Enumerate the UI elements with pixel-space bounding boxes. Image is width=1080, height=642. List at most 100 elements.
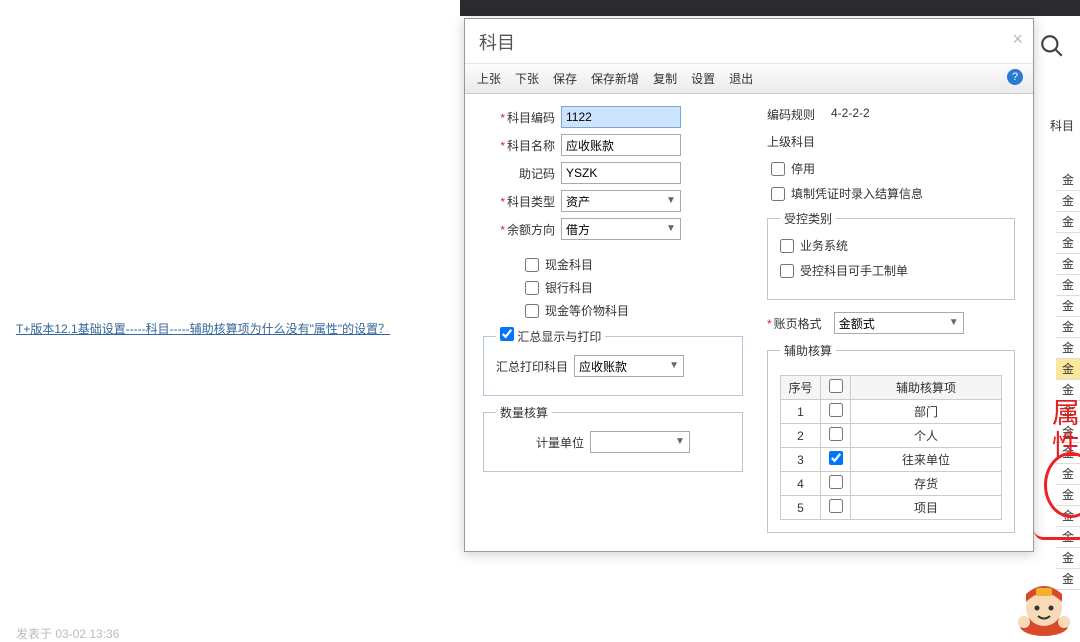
toolbar-item[interactable]: 下张 (515, 70, 539, 87)
controlled-label: 受控科目可手工制单 (800, 262, 908, 279)
side-amount-cell: 金 (1056, 296, 1080, 317)
toolbar: 上张下张保存保存新增复制设置退出? (465, 64, 1033, 94)
disabled-label: 停用 (791, 160, 815, 177)
page-format-label: *账页格式 (767, 315, 828, 332)
qty-legend: 数量核算 (496, 404, 552, 421)
rule-value: 4-2-2-2 (831, 106, 870, 123)
table-row: 5 项目 (781, 496, 1002, 520)
aux-item-label: 部门 (851, 400, 1002, 424)
balance-select[interactable]: ▼ (561, 218, 681, 240)
search-icon[interactable] (1032, 26, 1072, 66)
side-amount-cell: 金 (1056, 338, 1080, 359)
name-input[interactable] (561, 134, 681, 156)
aux-header: 辅助核算项 (851, 376, 1002, 400)
aux-row-checkbox[interactable] (829, 451, 843, 465)
right-column: 编码规则 4-2-2-2 上级科目 停用 填制凭证时录入结算信息 受控类别 业务… (767, 106, 1015, 533)
check-银行科目[interactable] (525, 281, 539, 295)
check-现金等价物科目[interactable] (525, 304, 539, 318)
side-amount-cell: 金 (1056, 212, 1080, 233)
fill-checkbox[interactable] (771, 187, 785, 201)
type-select[interactable]: ▼ (561, 190, 681, 212)
side-amount-cell: 金 (1056, 170, 1080, 191)
question-link[interactable]: T+版本12.1基础设置-----科目-----辅助核算项为什么没有"属性"的设… (16, 320, 390, 337)
aux-seq: 1 (781, 400, 821, 424)
check-现金科目[interactable] (525, 258, 539, 272)
aux-item-label: 项目 (851, 496, 1002, 520)
left-column: *科目编码 *科目名称 助记码 *科目类型 ▼ *余额方向 ▼ (483, 106, 743, 533)
side-amount-column: 金金金金金金金金金金金金金金金金金金金金 (1056, 170, 1080, 590)
check-label: 现金等价物科目 (545, 302, 629, 319)
aux-legend: 辅助核算 (780, 342, 836, 359)
aux-row-checkbox[interactable] (829, 427, 843, 441)
account-dialog: 科目 × 上张下张保存保存新增复制设置退出? *科目编码 *科目名称 助记码 *… (464, 18, 1034, 552)
summary-fieldset: 汇总显示与打印 汇总打印科目 ▼ (483, 327, 743, 396)
dialog-title: 科目 (479, 33, 515, 53)
side-amount-cell: 金 (1056, 191, 1080, 212)
toolbar-item[interactable]: 保存新增 (591, 70, 639, 87)
side-amount-cell: 金 (1056, 548, 1080, 569)
aux-fieldset: 辅助核算 序号 辅助核算项 1 部门 2 个人 3 往来单位 4 存货 5 项目 (767, 342, 1015, 533)
balance-label: *余额方向 (483, 221, 561, 238)
aux-table: 序号 辅助核算项 1 部门 2 个人 3 往来单位 4 存货 5 项目 (780, 375, 1002, 520)
close-icon[interactable]: × (1012, 29, 1023, 50)
name-label: *科目名称 (483, 137, 561, 154)
controlled-fieldset: 受控类别 业务系统受控科目可手工制单 (767, 210, 1015, 300)
controlled-label: 业务系统 (800, 237, 848, 254)
table-row: 2 个人 (781, 424, 1002, 448)
parent-label: 上级科目 (767, 133, 831, 150)
side-amount-cell: 金 (1056, 233, 1080, 254)
toolbar-item[interactable]: 复制 (653, 70, 677, 87)
post-meta: 发表于 03-02 13:36 (16, 625, 119, 642)
side-amount-cell: 金 (1056, 254, 1080, 275)
print-label: 汇总打印科目 (496, 358, 574, 375)
type-label: *科目类型 (483, 193, 561, 210)
table-row: 3 往来单位 (781, 448, 1002, 472)
aux-seq: 5 (781, 496, 821, 520)
aux-header (821, 376, 851, 400)
dialog-header: 科目 × (465, 19, 1033, 64)
controlled-checkbox[interactable] (780, 264, 794, 278)
summary-legend-checkbox[interactable] (500, 327, 514, 341)
aux-item-label: 存货 (851, 472, 1002, 496)
aux-row-checkbox[interactable] (829, 499, 843, 513)
disabled-checkbox[interactable] (771, 162, 785, 176)
bg-column-label: 科目 (1050, 117, 1074, 134)
side-amount-cell: 金 (1056, 275, 1080, 296)
mascot-icon[interactable] (1012, 580, 1076, 639)
toolbar-item[interactable]: 设置 (691, 70, 715, 87)
aux-row-checkbox[interactable] (829, 475, 843, 489)
toolbar-item[interactable]: 上张 (477, 70, 501, 87)
aux-check-all[interactable] (829, 379, 843, 393)
controlled-legend: 受控类别 (780, 210, 836, 227)
annotation-underline (1034, 530, 1080, 540)
print-select[interactable]: ▼ (574, 355, 684, 377)
mnemonic-label: 助记码 (483, 165, 561, 182)
code-input[interactable] (561, 106, 681, 128)
side-amount-cell: 金 (1056, 359, 1080, 380)
table-row: 4 存货 (781, 472, 1002, 496)
aux-item-label: 往来单位 (851, 448, 1002, 472)
unit-select[interactable]: ▼ (590, 431, 690, 453)
toolbar-item[interactable]: 退出 (729, 70, 753, 87)
aux-item-label: 个人 (851, 424, 1002, 448)
aux-seq: 4 (781, 472, 821, 496)
unit-label: 计量单位 (536, 434, 590, 451)
side-amount-cell: 金 (1056, 317, 1080, 338)
check-label: 现金科目 (545, 256, 593, 273)
aux-seq: 3 (781, 448, 821, 472)
summary-legend[interactable]: 汇总显示与打印 (496, 327, 605, 345)
aux-seq: 2 (781, 424, 821, 448)
toolbar-item[interactable]: 保存 (553, 70, 577, 87)
rule-label: 编码规则 (767, 106, 831, 123)
aux-header: 序号 (781, 376, 821, 400)
qty-fieldset: 数量核算 计量单位 ▼ (483, 404, 743, 472)
check-label: 银行科目 (545, 279, 593, 296)
code-label: *科目编码 (483, 109, 561, 126)
controlled-checkbox[interactable] (780, 239, 794, 253)
fill-label: 填制凭证时录入结算信息 (791, 185, 923, 202)
mnemonic-input[interactable] (561, 162, 681, 184)
table-row: 1 部门 (781, 400, 1002, 424)
page-format-select[interactable]: ▼ (834, 312, 964, 334)
help-icon[interactable]: ? (1007, 69, 1023, 85)
aux-row-checkbox[interactable] (829, 403, 843, 417)
